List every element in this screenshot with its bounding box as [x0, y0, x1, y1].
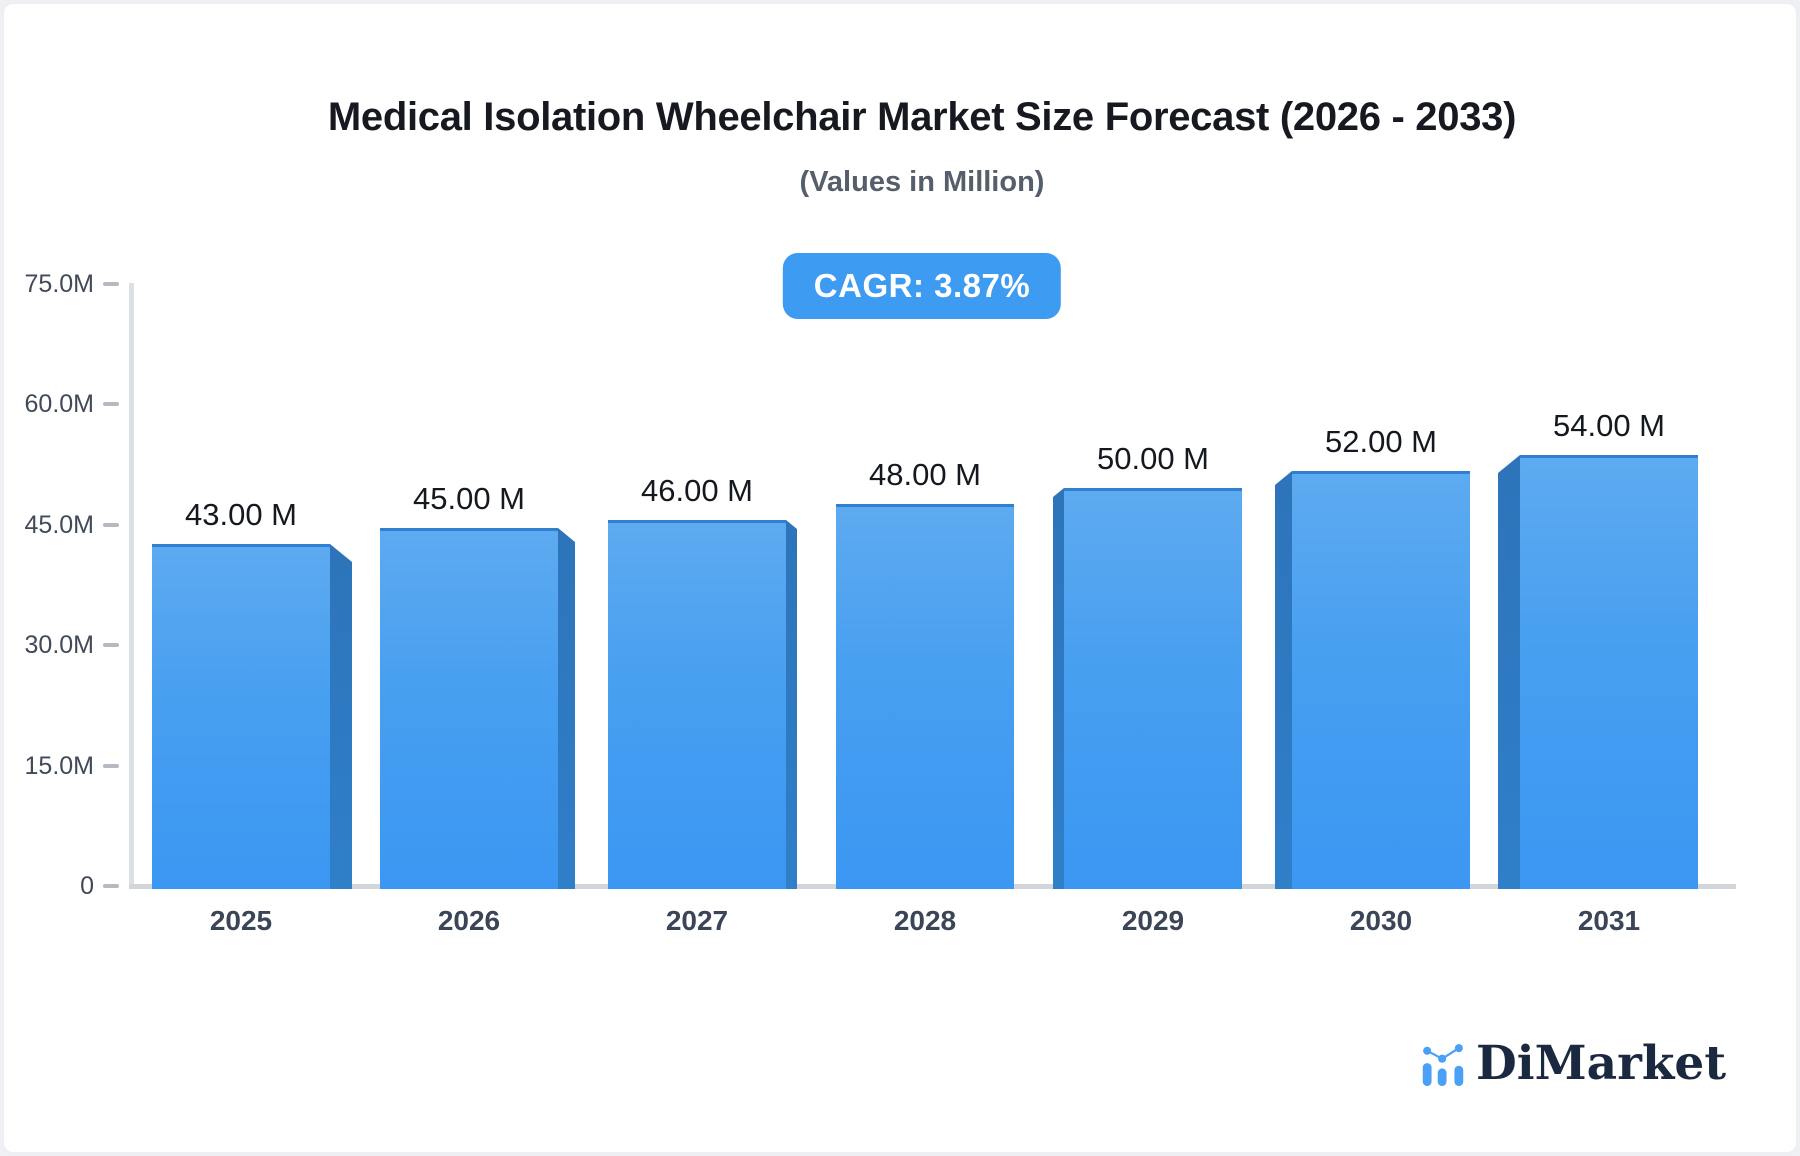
y-tick-mark	[103, 402, 119, 406]
bar-value-label: 52.00 M	[1324, 424, 1437, 459]
bar-2029	[1064, 488, 1242, 889]
y-tick-label: 75.0M	[24, 270, 94, 298]
x-axis-label-2026: 2026	[437, 905, 501, 936]
bar-2026-side-face	[558, 528, 575, 889]
bar-chart-logo-icon	[1422, 1044, 1464, 1086]
bar-2027-side-face	[786, 520, 797, 889]
bar-2030-side-face	[1275, 471, 1292, 889]
x-axis-label-2025: 2025	[209, 905, 273, 936]
bar-value-label: 43.00 M	[184, 497, 297, 532]
y-tick-mark	[103, 523, 119, 527]
bar-2030	[1292, 471, 1470, 889]
y-tick-label: 30.0M	[24, 631, 94, 659]
chart-subtitle: (Values in Million)	[799, 166, 1045, 198]
bar-2031-side-face	[1498, 455, 1520, 889]
y-tick-label: 45.0M	[24, 511, 94, 539]
bar-2026	[380, 528, 558, 889]
y-tick-mark	[103, 884, 119, 888]
bar-value-label: 54.00 M	[1552, 408, 1665, 443]
y-tick-mark	[103, 282, 119, 286]
brand-name: DiMarket	[1476, 1036, 1727, 1091]
x-axis-label-2030: 2030	[1349, 905, 1413, 936]
cagr-badge: CAGR: 3.87%	[782, 253, 1062, 319]
bar-2027	[608, 520, 786, 889]
x-axis-label-2029: 2029	[1121, 905, 1185, 936]
bar-value-label: 45.00 M	[412, 481, 525, 516]
y-tick-label: 60.0M	[24, 390, 94, 418]
bar-2031	[1520, 455, 1698, 889]
x-axis-label-2027: 2027	[665, 905, 729, 936]
y-axis-line	[129, 283, 134, 887]
brand-logo: DiMarket	[1421, 1040, 1726, 1088]
y-tick-mark	[103, 643, 119, 647]
bar-2028	[836, 504, 1014, 889]
bar-value-label: 46.00 M	[640, 473, 753, 508]
x-axis-label-2028: 2028	[893, 905, 957, 936]
bar-2025	[152, 544, 330, 889]
chart-title: Medical Isolation Wheelchair Market Size…	[327, 95, 1517, 139]
y-tick-mark	[103, 764, 119, 768]
bar-2029-side-face	[1053, 488, 1064, 889]
y-tick-label: 15.0M	[24, 752, 94, 780]
bar-value-label: 48.00 M	[868, 457, 981, 492]
y-tick-label: 0	[80, 872, 94, 900]
bar-2025-side-face	[330, 544, 352, 889]
x-axis-label-2031: 2031	[1577, 905, 1641, 936]
bar-value-label: 50.00 M	[1096, 441, 1209, 476]
